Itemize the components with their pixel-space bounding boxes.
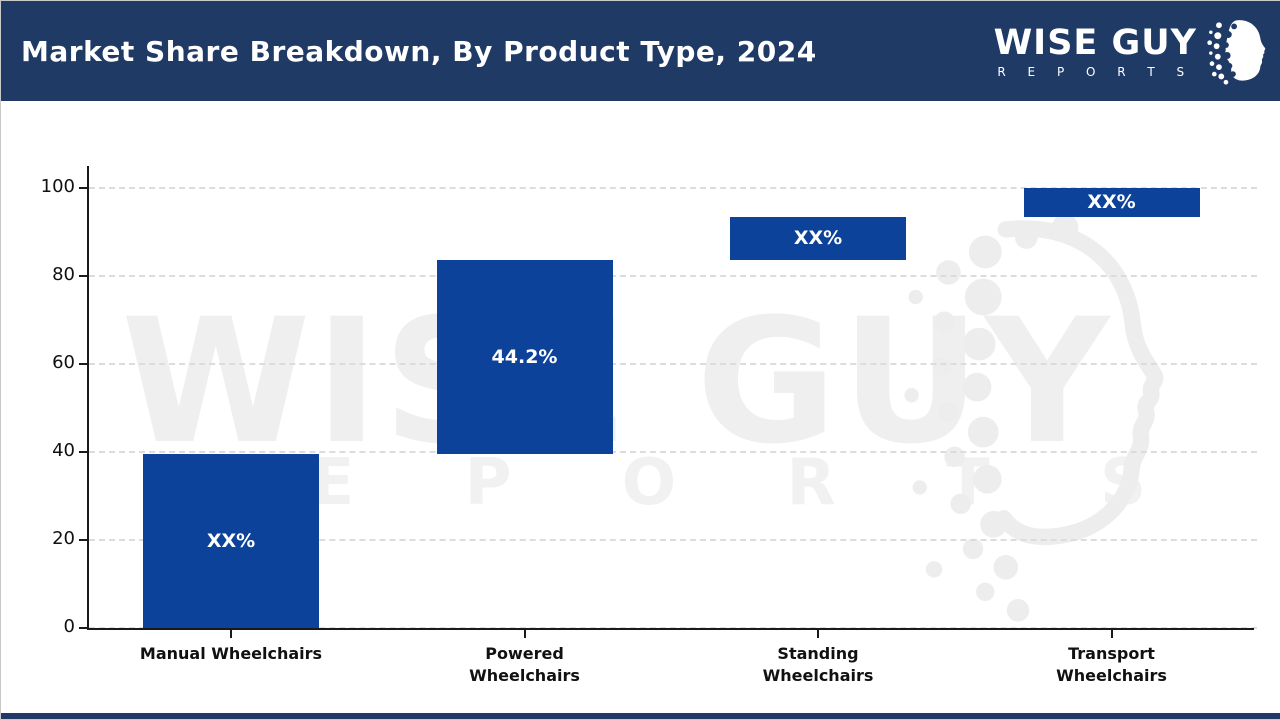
y-tick-label: 20 (52, 528, 75, 549)
watermark-layer: WISE GUY R E P O R T S (1, 101, 1280, 715)
bar-value-label: 44.2% (491, 345, 558, 368)
y-tick-label: 60 (52, 352, 75, 373)
gridline (89, 363, 1257, 365)
x-category-label: Transport Wheelchairs (1056, 644, 1167, 685)
bar: XX% (1023, 188, 1200, 217)
y-tick-label: 80 (52, 264, 75, 285)
footer-strip (1, 713, 1280, 719)
chart-area: WISE GUY R E P O R T S (1, 101, 1280, 715)
x-axis-line (87, 628, 1254, 630)
page-title: Market Share Breakdown, By Product Type,… (21, 34, 817, 68)
logo-subtext: R E P O R T S (997, 65, 1194, 79)
x-tick-mark (1110, 630, 1113, 638)
x-category-label: Standing Wheelchairs (762, 644, 874, 685)
gridline (89, 539, 1257, 541)
header: Market Share Breakdown, By Product Type,… (1, 1, 1280, 101)
logo-text: WISE GUY R E P O R T S (994, 23, 1197, 79)
x-tick-mark (523, 630, 526, 638)
x-tick-mark (230, 630, 232, 638)
y-tick-mark (79, 363, 89, 365)
plot: 0 20 40 60 80 100 XX% Manual Wheelchairs 44.2% Po… (1, 101, 1280, 715)
logo-face-icon (1207, 20, 1266, 85)
y-axis-line (87, 166, 89, 630)
y-tick-mark (79, 627, 89, 629)
y-tick-label: 40 (52, 440, 75, 461)
x-category-label: Powered Wheelchairs (469, 644, 580, 685)
y-tick-label: 0 (63, 616, 75, 637)
bar: XX% (730, 216, 906, 260)
y-tick-mark (79, 275, 89, 277)
gridline (89, 187, 1257, 189)
gridline (89, 451, 1257, 453)
bar-value-label: XX% (206, 530, 256, 553)
bar-value-label: XX% (793, 227, 843, 250)
x-category-label: Manual Wheelchairs (139, 644, 323, 663)
y-tick-mark (79, 451, 89, 453)
y-tick-mark (79, 539, 89, 541)
logo-wordmark: WISE GUY (993, 23, 1197, 63)
bar: 44.2% (436, 259, 613, 455)
wise-guy-logo: WISE GUY R E P O R T S (994, 7, 1269, 97)
bar-value-label: XX% (1087, 191, 1136, 214)
bar: XX% (143, 454, 319, 628)
gridline (89, 275, 1257, 277)
x-tick-mark (817, 630, 819, 638)
y-tick-label: 100 (40, 176, 75, 197)
y-tick-mark (79, 187, 89, 189)
watermark-face-icon (904, 214, 1164, 622)
